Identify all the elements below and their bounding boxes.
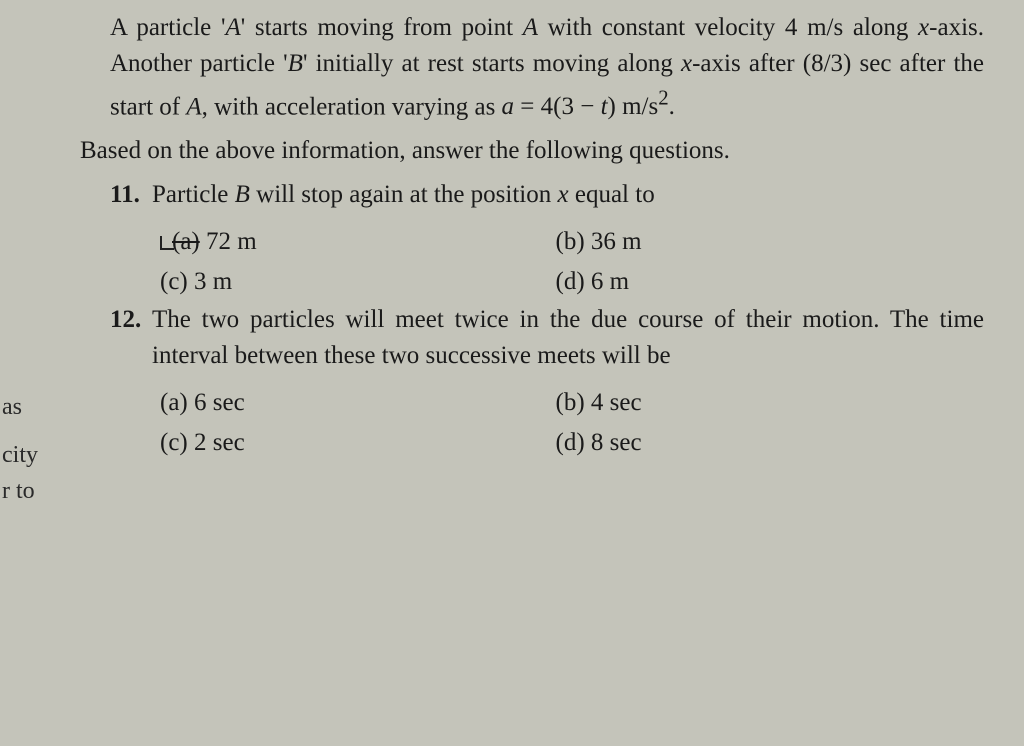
margin-fragment-rto: r to: [2, 474, 35, 509]
instruction: Based on the above information, answer t…: [80, 133, 984, 169]
option-11a: (a) 72 m: [160, 222, 556, 262]
question-12-text: The two particles will meet twice in the…: [152, 302, 984, 375]
passage-text: ' starts moving from point: [241, 14, 523, 41]
question-number-11: 11.: [110, 177, 152, 213]
passage-text: A particle ': [110, 14, 225, 41]
passage-text: acceleration varying as: [265, 93, 502, 120]
margin-fragment-city: city: [2, 438, 38, 473]
option-12b: (b) 4 sec: [556, 383, 952, 423]
option-12d: (d) 8 sec: [556, 423, 952, 463]
passage-text: with constant velocity: [538, 14, 775, 41]
passage-text: , with: [202, 93, 259, 120]
particle-A: A: [186, 93, 201, 120]
physics-question-page: as city r to A particle 'A' starts movin…: [0, 0, 1024, 746]
x-axis: x: [918, 14, 929, 41]
option-12c: (c) 2 sec: [160, 423, 556, 463]
question-11-options: (a) 72 m (b) 36 m (c) 3 m (d) 6 m: [160, 222, 984, 303]
problem-passage: A particle 'A' starts moving from point …: [110, 10, 984, 125]
option-11d: (d) 6 m: [556, 262, 952, 302]
option-11a-label: (a): [172, 228, 200, 255]
question-number-12: 12.: [110, 302, 152, 375]
option-11b: (b) 36 m: [556, 222, 952, 262]
formula: a = 4(3 − t) m/s2.: [502, 93, 675, 120]
passage-text: moving along: [533, 50, 681, 77]
option-11a-value: 72 m: [200, 228, 257, 255]
question-12-options: (a) 6 sec (b) 4 sec (c) 2 sec (d) 8 sec: [160, 383, 984, 464]
question-12: 12. The two particles will meet twice in…: [110, 302, 984, 375]
particle-A: A: [225, 14, 240, 41]
point-A: A: [523, 14, 538, 41]
passage-text: 4 m/s along: [785, 14, 918, 41]
x-axis: x: [681, 50, 692, 77]
question-11-text: Particle B will stop again at the positi…: [152, 177, 984, 213]
passage-text: ' initially at rest starts: [303, 50, 525, 77]
particle-B: B: [288, 50, 303, 77]
question-11: 11. Particle B will stop again at the po…: [110, 177, 984, 213]
margin-fragment-as: as: [2, 390, 22, 425]
option-11c: (c) 3 m: [160, 262, 556, 302]
option-12a: (a) 6 sec: [160, 383, 556, 423]
